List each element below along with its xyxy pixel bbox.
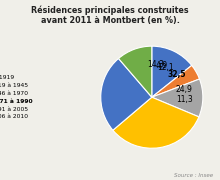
Text: 4,9: 4,9 [155,61,167,70]
Wedge shape [101,58,152,130]
Wedge shape [152,79,203,117]
Wedge shape [119,46,152,97]
Text: 24,9: 24,9 [176,85,192,94]
Wedge shape [113,97,199,148]
Text: Source : Insee: Source : Insee [174,173,213,178]
Text: 32,5: 32,5 [167,70,185,79]
Text: Résidences principales construites
avant 2011 à Montbert (en %).: Résidences principales construites avant… [31,5,189,25]
Text: 11,3: 11,3 [176,95,193,104]
Wedge shape [152,46,192,97]
Text: 12,1: 12,1 [158,63,174,72]
Wedge shape [152,65,200,97]
Legend: Avant 1919, De 1919 à 1945, De 1946 à 1970, De 1971 à 1990, De 1991 à 2005, De 2: Avant 1919, De 1919 à 1945, De 1946 à 19… [0,75,33,120]
Text: 14,3: 14,3 [147,60,164,69]
